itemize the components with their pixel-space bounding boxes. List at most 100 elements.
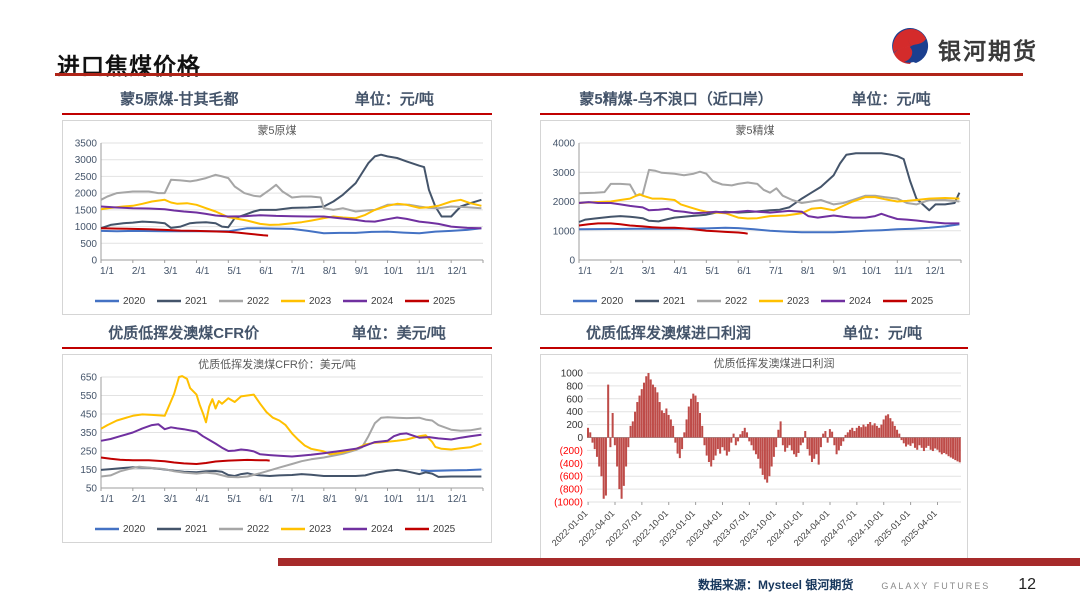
panel-mongolia5-raw: 蒙5原煤-甘其毛都 单位：元/吨 蒙5原煤 0 500 1000 1500 2000 250…	[62, 88, 492, 315]
bar	[793, 437, 796, 455]
panel-aus-import-profit: 优质低挥发澳煤进口利润 单位：元/吨 优质低挥发澳煤进口利润 1000 800 600…	[540, 322, 968, 565]
bar	[739, 434, 742, 438]
bar	[649, 379, 652, 438]
x-tick-label: 10/1	[384, 494, 404, 505]
bar	[676, 437, 679, 454]
y-tick-label: 150	[80, 465, 97, 476]
bar	[658, 402, 661, 438]
panel-unit: 单位：元/吨	[842, 325, 923, 342]
bar	[918, 437, 921, 446]
bar	[947, 437, 950, 457]
bar	[638, 395, 641, 438]
bar	[849, 429, 852, 438]
bar	[687, 406, 690, 438]
series-2020	[420, 468, 482, 472]
bar	[822, 433, 825, 438]
bar	[786, 437, 789, 448]
bar	[587, 427, 590, 438]
y-tick-label: 4000	[553, 139, 576, 150]
y-tick-label: 3000	[553, 168, 576, 179]
bar	[734, 437, 737, 446]
x-tick-label: 2/1	[610, 266, 624, 277]
panel-title: 优质低挥发澳煤CFR价	[108, 325, 260, 342]
y-tick-label: (400)	[560, 459, 583, 470]
bar	[891, 421, 894, 438]
x-tick-label: 3/1	[164, 494, 178, 505]
bar	[880, 424, 883, 438]
y-tick-label: 1000	[75, 222, 98, 233]
y-tick-label: 3000	[75, 155, 98, 166]
y-tick-label: 0	[569, 256, 575, 267]
data-source: 数据来源：Mysteel 银河期货	[697, 578, 854, 592]
bar	[665, 408, 668, 438]
bar	[672, 425, 675, 438]
bar	[625, 437, 628, 467]
x-tick-label: 12/1	[447, 266, 467, 277]
bar	[860, 427, 863, 438]
x-tick-label: 2/1	[132, 266, 146, 277]
bar	[622, 437, 625, 486]
legend-label-2025: 2025	[433, 296, 456, 307]
bar	[732, 433, 735, 438]
bar	[698, 412, 701, 438]
legend-label-2021: 2021	[663, 296, 686, 307]
y-tick-label: 250	[80, 447, 97, 458]
y-tick-label: 0	[577, 433, 583, 444]
footer-accent-bar	[278, 558, 1080, 566]
bar	[743, 427, 746, 438]
panel-aus-cfr: 优质低挥发澳煤CFR价 单位：美元/吨 优质低挥发澳煤CFR价：美元/吨 50 15…	[62, 322, 492, 543]
x-tick-label: 2/1	[132, 494, 146, 505]
legend-label-2024: 2024	[371, 296, 394, 307]
series-2023	[578, 193, 960, 220]
y-tick-label: 1500	[75, 205, 98, 216]
bar	[660, 410, 663, 438]
bar	[905, 437, 908, 447]
bar	[609, 437, 612, 448]
series-2024	[100, 423, 482, 458]
bar	[920, 437, 923, 448]
bar	[629, 425, 632, 438]
x-tick-label: 4/1	[196, 266, 210, 277]
bar	[824, 431, 827, 438]
bar	[795, 437, 798, 457]
legend-label-2022: 2022	[725, 296, 748, 307]
bar	[645, 376, 648, 438]
x-tick-label: 5/1	[227, 494, 241, 505]
bar	[801, 437, 805, 443]
y-tick-label: (800)	[560, 485, 583, 496]
bar	[716, 437, 719, 450]
bar	[636, 402, 639, 438]
legend-label-2020: 2020	[601, 296, 624, 307]
galaxy-futures-logo: 银河期货	[890, 26, 1038, 71]
bar	[819, 437, 822, 448]
bar	[799, 437, 802, 446]
bar	[642, 382, 646, 438]
bar	[922, 437, 925, 452]
x-tick-label: 11/1	[416, 494, 435, 505]
x-tick-label: 6/1	[259, 266, 273, 277]
bar	[949, 437, 952, 458]
bar	[878, 427, 881, 438]
bar	[934, 437, 937, 449]
x-tick-label: 8/1	[323, 494, 337, 505]
legend-label-2022: 2022	[247, 524, 270, 535]
bar	[748, 437, 751, 442]
bar	[902, 437, 905, 444]
bar	[813, 437, 816, 459]
bar	[683, 432, 686, 438]
bar	[669, 419, 672, 438]
bar	[826, 437, 829, 443]
bar	[846, 432, 849, 438]
bar	[627, 437, 630, 448]
bar	[907, 437, 910, 445]
bar	[598, 437, 601, 467]
chart-title: 蒙5原煤	[257, 124, 296, 137]
bar	[893, 425, 896, 438]
bar	[835, 437, 838, 455]
x-tick-label: 11/1	[416, 266, 435, 277]
chart-title: 优质低挥发澳煤CFR价：美元/吨	[198, 357, 356, 371]
bar	[837, 437, 840, 451]
bar	[913, 437, 916, 448]
logo-text: 银河期货	[938, 37, 1038, 64]
